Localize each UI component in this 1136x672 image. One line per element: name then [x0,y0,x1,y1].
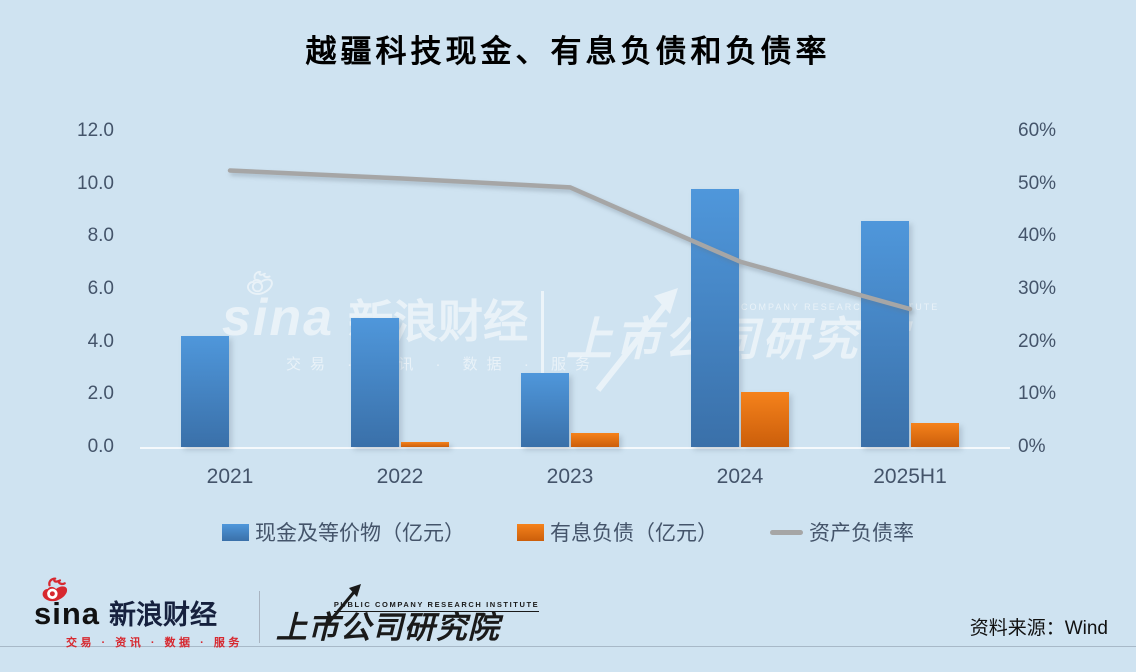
left-axis-tick: 0.0 [87,436,114,457]
left-axis-tick: 6.0 [87,278,114,299]
legend-label-debt: 有息负债（亿元） [550,522,718,545]
footer: sina 新浪财经 交易 · 资讯 · 数据 · 服务 PUBLIC COMPA… [34,577,540,650]
bar-debt-2024 [741,391,789,447]
bar-cash-2024 [691,188,739,447]
left-axis-tick: 2.0 [87,383,114,405]
plot-area: 2021 2022 2023 2024 2025H1 [145,131,995,488]
left-axis-tick: 4.0 [87,330,114,352]
left-axis-tick: 8.0 [87,225,114,247]
sina-finance-cn: 新浪财经 [109,600,218,630]
debt-ratio-line [227,168,913,312]
legend: 现金及等价物（亿元） 有息负债（亿元） 资产负债率 [0,518,1136,546]
legend-item-cash: 现金及等价物（亿元） [222,517,465,547]
x-axis-label-2021: 2021 [206,465,254,488]
left-axis-tick: 10.0 [77,172,114,194]
bar-cash-2022 [351,317,399,447]
data-source: 资料来源：Wind [969,618,1108,639]
sina-eye-icon [42,577,68,602]
sina-wordmark: sina [34,596,101,631]
legend-swatch-debt [517,523,544,541]
institute-logo: PUBLIC COMPANY RESEARCH INSTITUTE 上市公司研究… [275,583,540,645]
left-axis-tick: 12.0 [77,120,114,141]
bar-debt-2025H1 [911,423,959,447]
legend-swatch-cash [222,523,249,541]
legend-label-cash: 现金及等价物（亿元） [255,522,465,545]
footer-divider-line [0,646,1136,647]
institute-cn: 上市公司研究院 [275,609,500,645]
right-axis-tick: 10% [1018,383,1057,405]
right-axis-tick: 40% [1018,225,1057,247]
right-axis: 60% 50% 40% 30% 20% 10% 0% [1018,120,1128,457]
legend-item-debt: 有息负债（亿元） [517,517,718,547]
footer-vertical-divider [258,591,260,643]
x-axis-label-2022: 2022 [376,465,424,488]
chart-title: 越疆科技现金、有息负债和负债率 [305,34,831,69]
x-axis-label-2023: 2023 [546,465,594,488]
right-axis-tick: 50% [1018,172,1057,194]
legend-item-ratio: 资产负债率 [770,517,914,547]
legend-swatch-ratio [770,529,803,535]
institute-arrow-icon [324,583,361,627]
legend-label-ratio: 资产负债率 [809,522,914,545]
sina-finance-logo: sina 新浪财经 交易 · 资讯 · 数据 · 服务 [34,577,243,650]
right-axis-tick: 30% [1018,278,1057,299]
right-axis-tick: 0% [1018,436,1046,457]
left-axis: 12.0 10.0 8.0 6.0 4.0 2.0 0.0 [0,120,114,457]
bar-cash-2023 [521,373,569,447]
bar-cash-2021 [181,336,229,447]
bar-debt-2023 [571,432,619,447]
x-axis-line [140,447,1010,449]
bar-debt-2022 [401,441,449,447]
right-axis-tick: 60% [1018,120,1057,141]
x-axis-label-2024: 2024 [716,465,764,488]
institute-en: PUBLIC COMPANY RESEARCH INSTITUTE [333,600,540,612]
right-axis-tick: 20% [1018,330,1057,352]
x-axis-label-2025H1: 2025H1 [873,465,947,488]
sina-tagline: 交易 · 资讯 · 数据 · 服务 [66,637,243,649]
bar-cash-2025H1 [861,220,909,447]
